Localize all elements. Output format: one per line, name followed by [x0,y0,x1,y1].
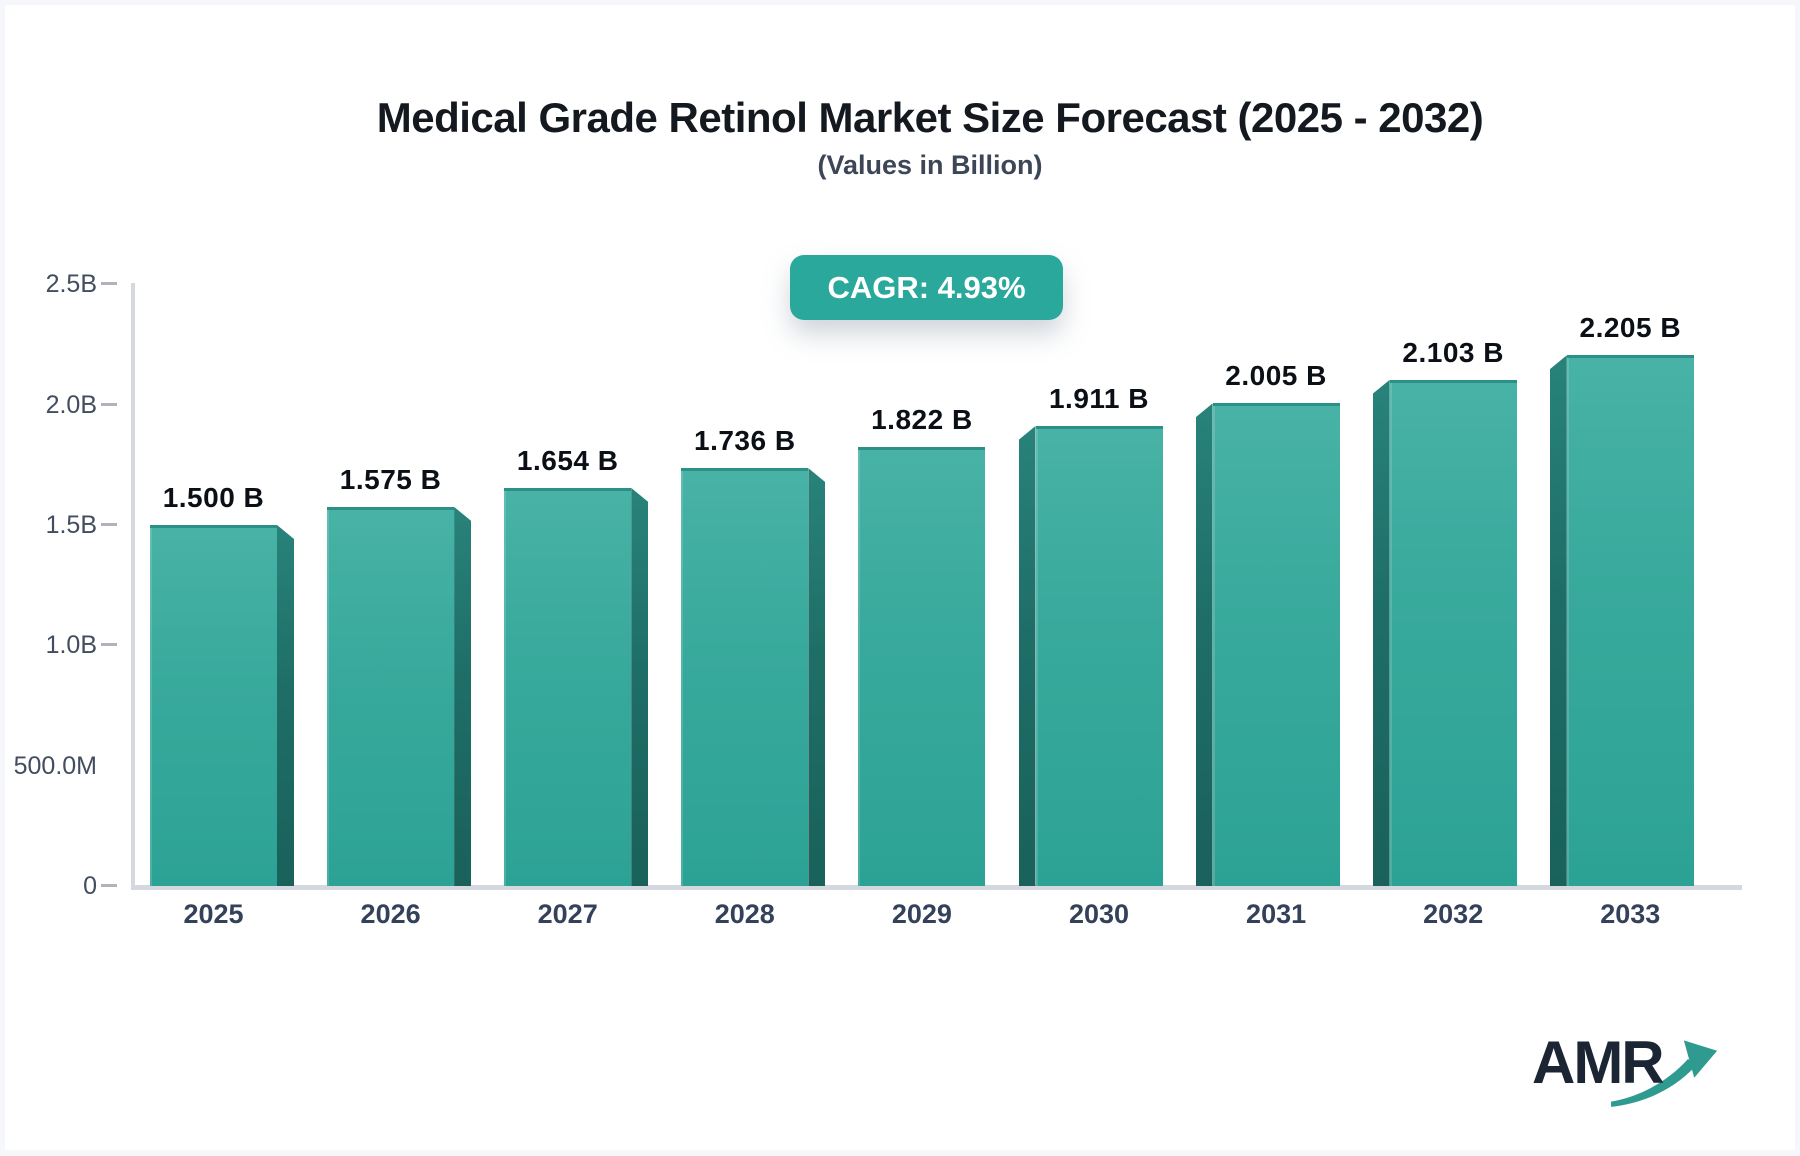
bar-face-2026 [327,506,455,886]
bar-value-label-2030: 1.911 B [1048,383,1150,415]
bar-face-2025 [150,524,277,886]
x-tick-label-2027: 2027 [537,899,598,929]
x-axis-line [131,885,1742,890]
bar-face-2029 [858,447,986,886]
bar-value-label-2031: 2.005 B [1225,360,1327,392]
x-tick-label-2032: 2032 [1423,899,1484,929]
y-tick-dash [101,402,117,406]
growth-arrow-icon [1611,1040,1718,1107]
y-tick-label: 2.5B [45,270,97,299]
bar-side-2026 [454,506,472,886]
x-tick-label-2025: 2025 [183,899,244,929]
chart-subtitle: (Values in Billion) [817,150,1043,180]
bar-face-2033 [1566,355,1694,886]
bar-face-2030 [1035,426,1163,886]
bar-value-label-2027: 1.654 B [516,444,619,476]
bar-side-2030 [1018,426,1036,886]
x-tick-label-2033: 2033 [1600,899,1661,929]
y-tick-dash [101,643,117,647]
bar-side-2028 [808,468,826,886]
y-tick-label: 500.0M [13,751,97,780]
bar-side-2027 [631,487,649,886]
y-tick-label: 1.0B [45,631,97,660]
bar-value-label-2033: 2.205 B [1579,312,1682,344]
y-tick-label: 1.5B [45,510,97,539]
x-tick-label-2031: 2031 [1246,899,1307,929]
x-tick-label-2030: 2030 [1068,899,1130,929]
amr-logo: AMR [1520,1022,1740,1118]
x-tick-label-2028: 2028 [714,899,775,929]
y-tick-dash [101,884,117,887]
bar-value-label-2026: 1.575 B [339,463,442,495]
bar-value-label-2028: 1.736 B [694,425,796,457]
bar-value-label-2025: 1.500 B [162,481,265,513]
chart-title: Medical Grade Retinol Market Size Foreca… [376,94,1484,141]
x-tick-label-2029: 2029 [891,899,952,929]
bar-side-2031 [1195,403,1213,886]
y-tick-label: 0 [83,872,97,900]
bar-face-2027 [504,487,632,886]
logo-text: AMR [1532,1029,1665,1096]
bar-side-2033 [1549,355,1567,886]
bar-side-2032 [1372,379,1390,886]
bar-value-label-2029: 1.822 B [871,404,973,436]
cagr-badge: CAGR: 4.93% [790,255,1063,320]
bar-face-2031 [1212,403,1340,886]
y-tick-dash [101,282,117,286]
bar-face-2032 [1389,379,1517,886]
bar-value-label-2032: 2.103 B [1402,336,1504,368]
y-tick-label: 2.0B [45,390,97,419]
y-axis-line [131,283,135,890]
bar-side-2025 [277,524,294,886]
y-tick-dash [101,522,117,526]
x-tick-label-2026: 2026 [360,899,421,929]
bar-face-2028 [681,468,809,886]
